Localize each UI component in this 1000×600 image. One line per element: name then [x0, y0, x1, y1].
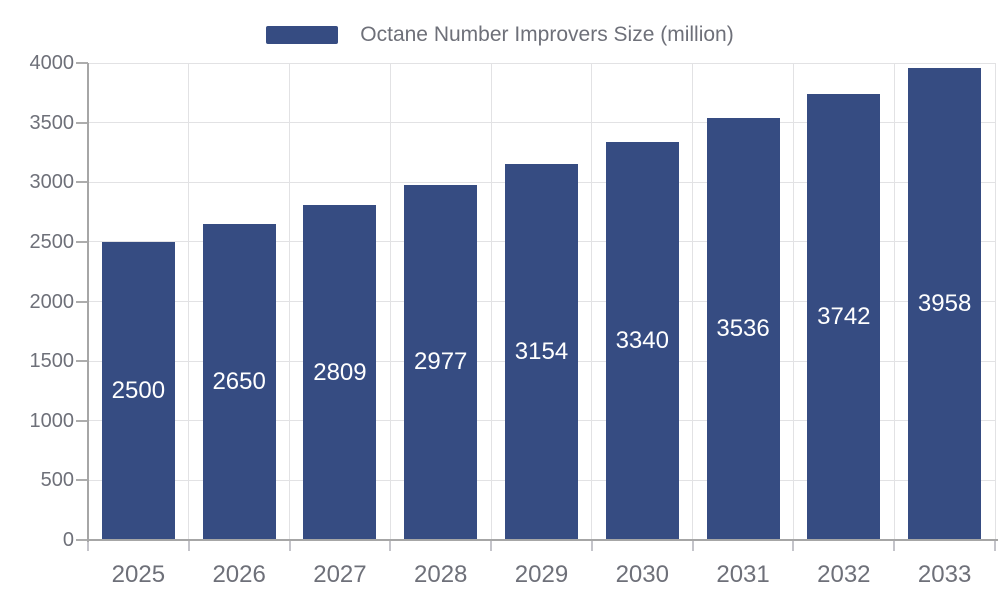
x-axis-label: 2027 — [313, 561, 367, 588]
grid-line-horizontal — [88, 62, 995, 64]
x-axis-tick — [187, 540, 190, 551]
x-axis-label: 2025 — [111, 561, 166, 588]
grid-line-vertical — [692, 63, 694, 540]
grid-line-vertical — [893, 63, 895, 540]
y-axis-label: 3500 — [29, 111, 75, 134]
x-axis-tick — [590, 540, 593, 551]
x-axis-tick — [893, 540, 896, 551]
y-axis-label: 1500 — [29, 350, 75, 373]
y-axis-tick — [76, 360, 88, 363]
bar-value-label: 2809 — [313, 358, 367, 386]
y-axis-tick — [76, 121, 88, 124]
y-axis-tick — [76, 419, 88, 422]
x-axis-tick — [389, 540, 392, 551]
bar: 3536 — [706, 118, 780, 540]
bar: 3340 — [605, 141, 679, 540]
grid-line-vertical — [188, 63, 190, 540]
x-axis-label: 2029 — [514, 561, 569, 588]
x-axis-label: 2030 — [615, 561, 669, 588]
bar: 2977 — [404, 184, 478, 540]
x-axis-tick — [691, 540, 694, 551]
bar-value-label: 3958 — [917, 289, 972, 317]
x-axis-tick — [490, 540, 493, 551]
y-axis-tick — [76, 240, 88, 243]
y-axis-tick — [76, 181, 88, 184]
y-axis-label: 3000 — [29, 171, 75, 194]
x-axis-label: 2032 — [817, 561, 871, 588]
bar-value-label: 2500 — [111, 376, 166, 404]
x-axis-line — [87, 539, 998, 541]
y-axis-label: 1000 — [29, 409, 75, 432]
y-axis-label: 2500 — [29, 230, 75, 253]
grid-line-vertical — [591, 63, 593, 540]
bar-value-label: 3742 — [817, 302, 871, 330]
bar-value-label: 3154 — [514, 337, 569, 365]
grid-line-vertical — [490, 63, 492, 540]
y-axis-label: 2000 — [29, 290, 75, 313]
bar-value-label: 3536 — [716, 315, 770, 343]
x-axis-tick — [792, 540, 795, 551]
bar: 2809 — [303, 205, 377, 540]
bar: 3154 — [505, 163, 578, 540]
x-axis-tick — [87, 540, 89, 551]
legend-item[interactable]: Octane Number Improvers Size (million) — [0, 22, 1000, 48]
bar: 3742 — [807, 93, 881, 540]
y-axis-tick — [76, 300, 88, 303]
y-axis-label: 4000 — [29, 52, 75, 74]
grid-line-vertical — [792, 63, 794, 540]
x-axis-label: 2026 — [212, 561, 266, 588]
bar: 2650 — [202, 223, 276, 540]
bar: 2500 — [101, 241, 175, 540]
y-axis-label: 500 — [40, 469, 74, 492]
grid-line-vertical — [289, 63, 291, 540]
grid-line-vertical — [389, 63, 391, 540]
bar-value-label: 2977 — [414, 348, 468, 376]
x-axis-tick — [994, 540, 996, 551]
bar-value-label: 2650 — [212, 367, 266, 395]
bar-value-label: 3340 — [615, 326, 669, 354]
grid-line-vertical — [994, 63, 996, 540]
grid-line-horizontal — [88, 122, 995, 124]
x-axis-tick — [288, 540, 291, 551]
y-axis-tick — [76, 479, 88, 482]
y-axis-tick — [76, 539, 88, 541]
legend-label: Octane Number Improvers Size (million) — [360, 23, 734, 46]
bar: 3958 — [908, 68, 982, 540]
y-axis-tick — [76, 62, 88, 64]
x-axis-label: 2033 — [917, 561, 972, 588]
x-axis-label: 2031 — [716, 561, 770, 588]
y-axis-label: 0 — [62, 529, 74, 551]
x-axis-label: 2028 — [414, 561, 468, 588]
y-axis-line — [87, 63, 89, 542]
legend-swatch-icon — [266, 26, 339, 44]
